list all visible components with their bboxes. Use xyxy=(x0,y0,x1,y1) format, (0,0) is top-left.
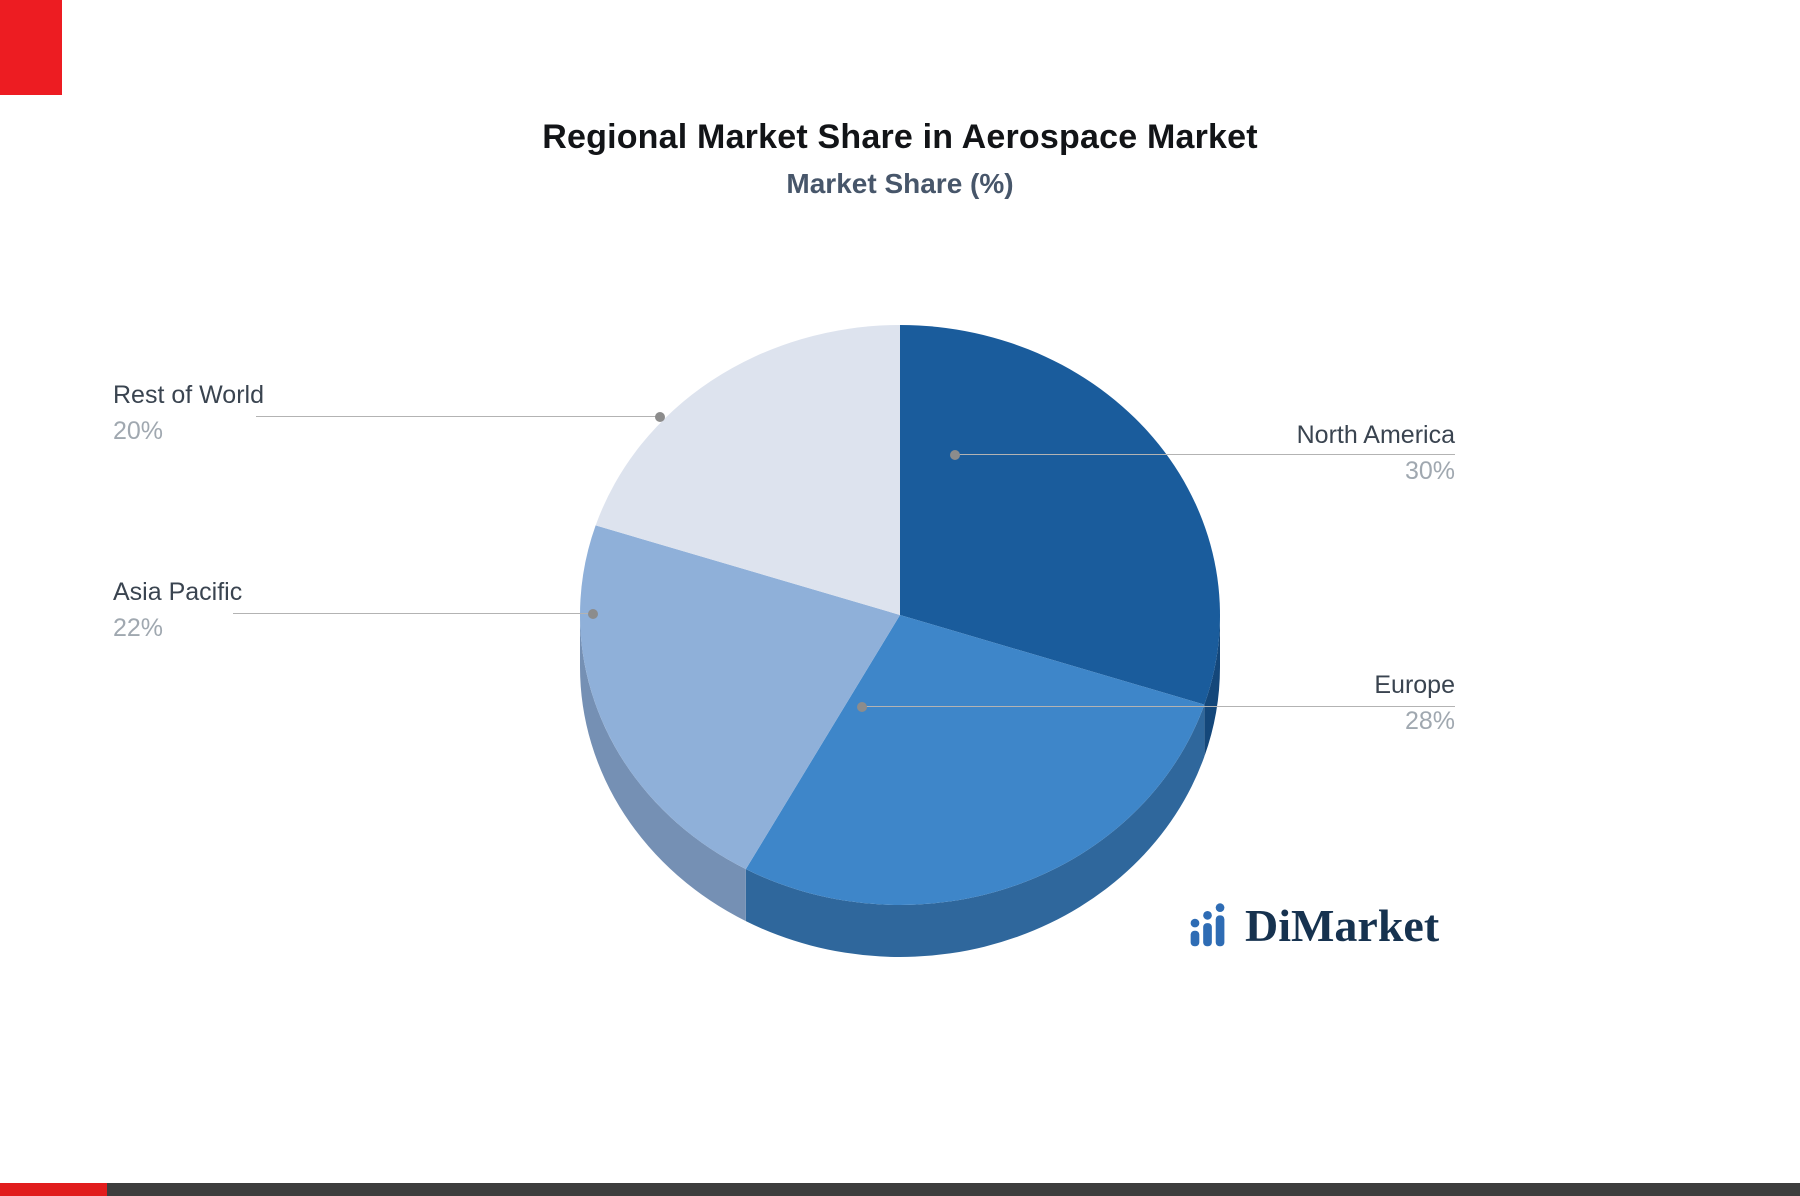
callout-europe: Europe 28% xyxy=(1374,671,1455,735)
bottom-bar xyxy=(0,1183,1800,1196)
leader-line-rest-of-world xyxy=(256,416,660,417)
leader-line-asia-pacific xyxy=(233,613,593,614)
leader-dot-asia-pacific xyxy=(588,609,598,619)
leader-dot-north-america xyxy=(950,450,960,460)
callout-north-america: North America 30% xyxy=(1297,421,1455,485)
slice-percent-rest-of-world: 20% xyxy=(113,417,164,445)
chart-title: Regional Market Share in Aerospace Marke… xyxy=(542,118,1258,156)
slice-label-north-america: North America xyxy=(1296,421,1455,449)
chart-subtitle: Market Share (%) xyxy=(786,168,1014,199)
slice-percent-north-america: 30% xyxy=(1404,457,1455,485)
slice-percent-asia-pacific: 22% xyxy=(113,614,164,642)
slice-label-rest-of-world: Rest of World xyxy=(113,381,264,409)
brand-logo: DiMarket xyxy=(1185,898,1439,952)
callout-rest-of-world: Rest of World 20% xyxy=(113,381,264,445)
top-left-red-marker xyxy=(0,0,62,95)
callout-asia-pacific: Asia Pacific 22% xyxy=(113,578,242,642)
bar-chart-logo-icon xyxy=(1190,903,1225,947)
slice-label-asia-pacific: Asia Pacific xyxy=(113,578,243,606)
brand-logo-text: DiMarket xyxy=(1245,899,1440,951)
leader-dot-europe xyxy=(857,702,867,712)
bottom-left-red-marker xyxy=(0,1183,107,1196)
leader-line-europe xyxy=(862,706,1455,707)
leader-dot-rest-of-world xyxy=(655,412,665,422)
slice-label-europe: Europe xyxy=(1374,671,1455,699)
leader-line-north-america xyxy=(955,454,1455,455)
slice-percent-europe: 28% xyxy=(1404,707,1455,735)
